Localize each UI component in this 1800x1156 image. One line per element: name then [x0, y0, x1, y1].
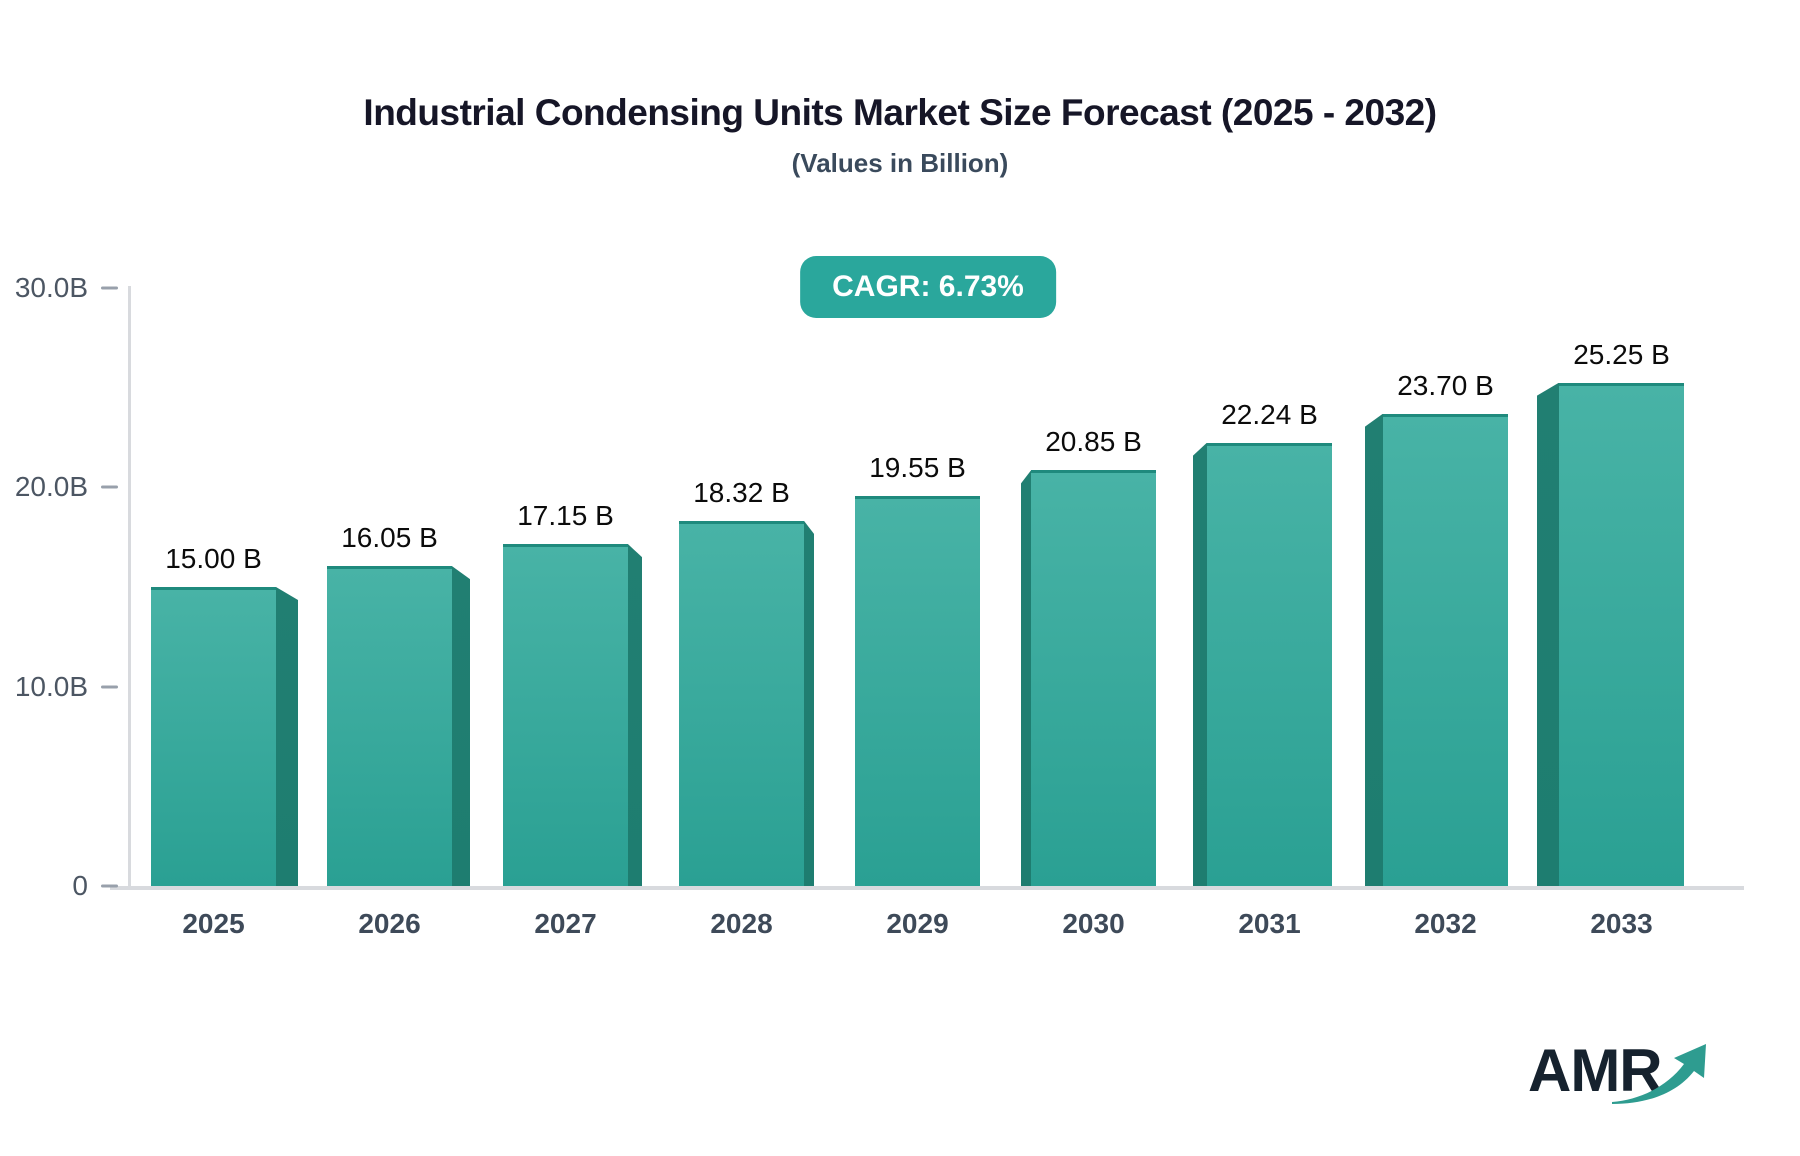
bar-side-3d [452, 566, 470, 886]
bar-2029 [855, 496, 980, 886]
bar-2027 [503, 544, 628, 886]
y-axis-tick-mark [101, 884, 118, 888]
x-axis-label-2026: 2026 [358, 908, 421, 939]
bar-side-3d [628, 544, 642, 886]
bar-value-label: 23.70 B [1397, 369, 1494, 401]
bar-2030 [1031, 470, 1156, 886]
x-axis-label-2031: 2031 [1238, 908, 1301, 939]
bar-side-3d [1537, 382, 1559, 886]
x-axis-label-2033: 2033 [1590, 908, 1653, 939]
growth-arrow-icon [1612, 1044, 1706, 1104]
bar-value-label: 22.24 B [1221, 398, 1318, 430]
cagr-badge: CAGR: 6.73% [800, 256, 1056, 318]
bar-side-3d [1021, 470, 1031, 886]
x-axis-label-2030: 2030 [1062, 908, 1125, 939]
bar-value-label: 17.15 B [517, 500, 614, 532]
y-axis-tick-mark [101, 485, 118, 489]
x-axis-label-2025: 2025 [182, 908, 245, 939]
x-axis-label-2027: 2027 [534, 908, 597, 939]
bar-2031 [1207, 442, 1332, 886]
bar-side-3d [1365, 413, 1383, 886]
bar-2026 [327, 566, 452, 886]
x-axis-label-2032: 2032 [1414, 908, 1477, 939]
y-axis-tick-label: 20.0B [14, 471, 88, 503]
bar-side-3d [804, 520, 814, 886]
bar-2033 [1559, 382, 1684, 886]
y-axis-tick-label: 0 [72, 870, 88, 901]
bar-2025 [151, 587, 276, 886]
bar-value-label: 18.32 B [693, 476, 790, 508]
bar-value-label: 25.25 B [1573, 338, 1670, 370]
x-axis-label-2029: 2029 [886, 908, 949, 939]
bar-side-3d [1193, 442, 1207, 886]
chart-title: Industrial Condensing Units Market Size … [363, 92, 1437, 133]
amr-logo-text: AMR [1528, 1037, 1663, 1104]
y-axis-tick-mark [101, 286, 118, 290]
bar-2028 [679, 520, 804, 886]
y-axis-tick-mark [101, 685, 118, 689]
bar-2032 [1383, 413, 1508, 886]
bar-value-label: 20.85 B [1045, 426, 1142, 458]
bar-value-label: 16.05 B [341, 522, 438, 554]
bar-value-label: 15.00 B [165, 543, 262, 574]
chart-subtitle: (Values in Billion) [791, 148, 1009, 178]
bar-value-label: 19.55 B [869, 452, 966, 484]
y-axis-tick-label: 30.0B [14, 272, 88, 303]
amr-logo: AMR [1528, 1036, 1728, 1116]
y-axis-line [128, 286, 131, 890]
x-axis-baseline [110, 886, 1744, 890]
x-axis-label-2028: 2028 [710, 908, 773, 939]
y-axis-tick-label: 10.0B [14, 670, 88, 702]
bar-side-3d [276, 587, 298, 886]
